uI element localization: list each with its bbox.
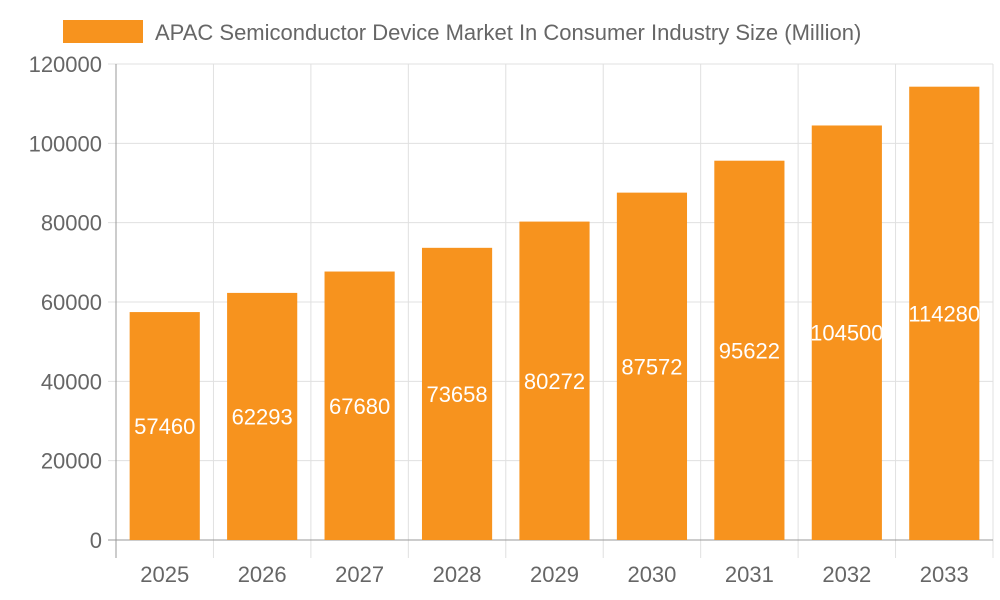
y-tick-label: 100000 (29, 131, 102, 156)
x-tick-label: 2033 (920, 562, 969, 587)
bar-2026[interactable] (227, 292, 298, 540)
data-label: 62293 (232, 404, 293, 429)
x-tick-label: 2030 (627, 562, 676, 587)
bar-2029[interactable] (519, 221, 590, 540)
x-tick-label: 2032 (822, 562, 871, 587)
data-label: 73658 (426, 382, 487, 407)
data-label: 80272 (524, 369, 585, 394)
bar-2025[interactable] (129, 312, 200, 540)
x-tick-label: 2029 (530, 562, 579, 587)
data-label: 67680 (329, 394, 390, 419)
bar-2027[interactable] (324, 271, 395, 540)
data-label: 95622 (719, 338, 780, 363)
legend-label: APAC Semiconductor Device Market In Cons… (155, 20, 861, 45)
x-tick-label: 2027 (335, 562, 384, 587)
x-tick-label: 2031 (725, 562, 774, 587)
bar-2028[interactable] (421, 247, 493, 540)
y-tick-label: 20000 (41, 449, 102, 474)
y-tick-label: 0 (90, 528, 102, 553)
x-tick-label: 2028 (433, 562, 482, 587)
bar-2030[interactable] (616, 192, 688, 540)
y-tick-label: 60000 (41, 290, 102, 315)
y-tick-label: 40000 (41, 369, 102, 394)
legend[interactable]: APAC Semiconductor Device Market In Cons… (63, 20, 861, 45)
y-tick-label: 120000 (29, 52, 102, 77)
data-label: 57460 (134, 414, 195, 439)
bar-2032[interactable] (811, 125, 882, 540)
legend-swatch (63, 20, 143, 43)
bar-2031[interactable] (714, 160, 785, 540)
data-label: 87572 (621, 354, 682, 379)
x-tick-label: 2025 (140, 562, 189, 587)
x-tick-label: 2026 (238, 562, 287, 587)
bar-2033[interactable] (909, 86, 980, 540)
y-tick-label: 80000 (41, 211, 102, 236)
data-label: 104500 (810, 321, 883, 346)
data-label: 114280 (908, 301, 980, 326)
